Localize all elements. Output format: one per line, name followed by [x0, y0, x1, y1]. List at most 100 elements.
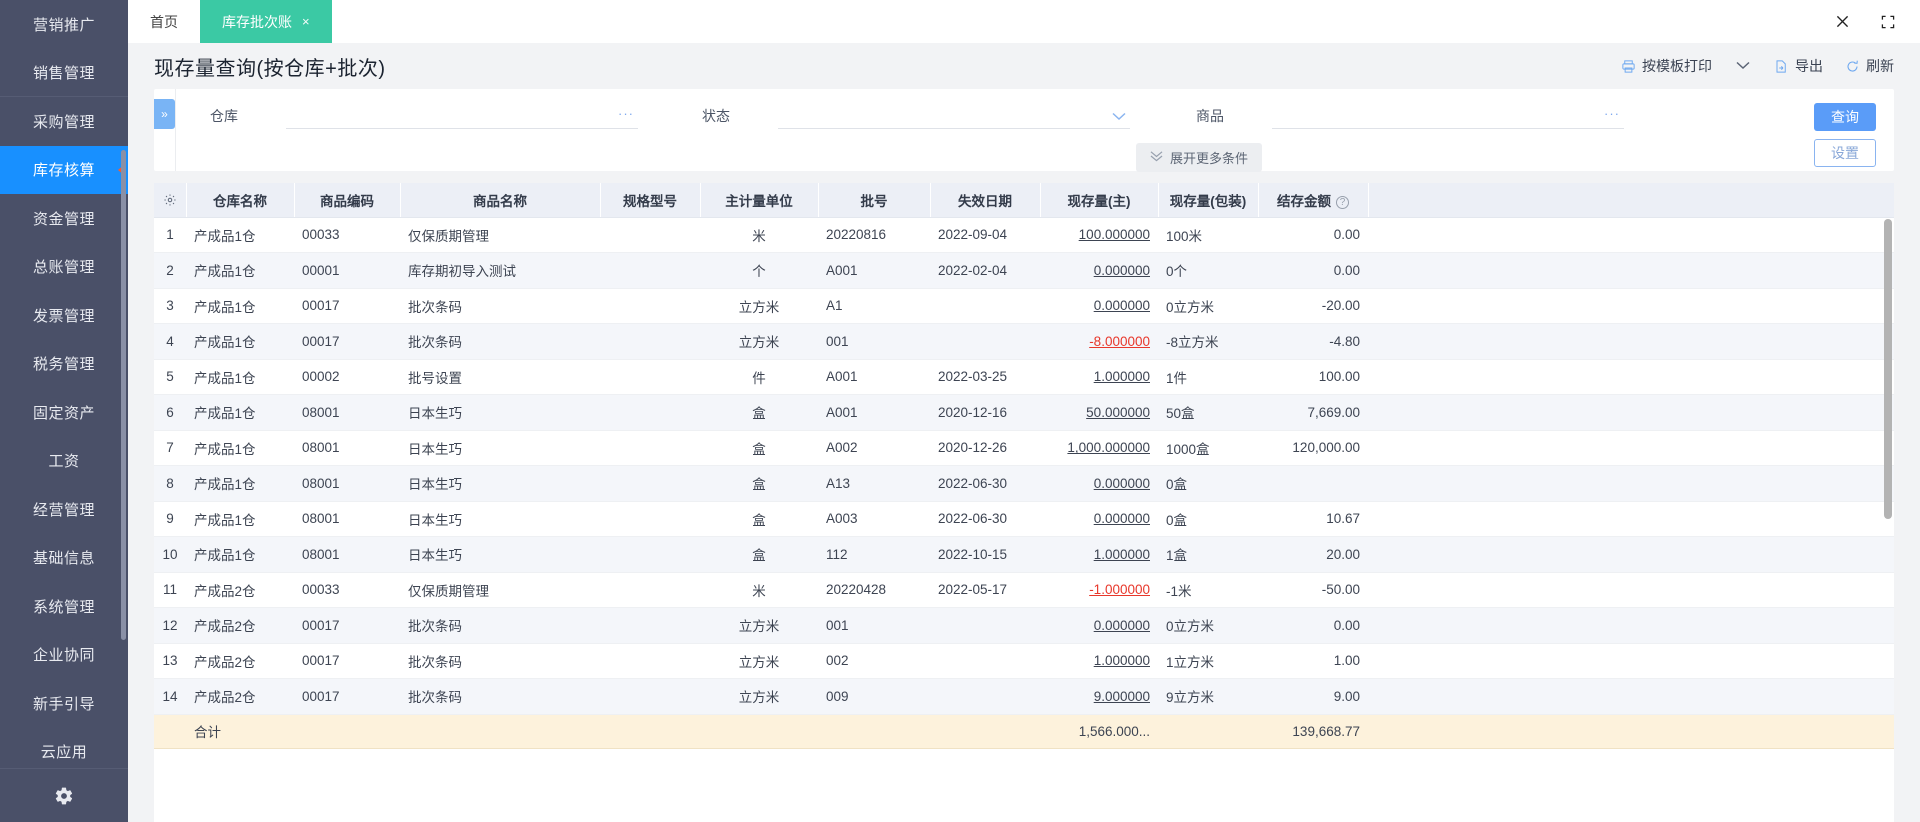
chevron-down-icon[interactable] — [1734, 59, 1752, 73]
tab-1[interactable]: 库存批次账 × — [200, 0, 332, 43]
status-select[interactable] — [778, 103, 1130, 129]
goods-more-icon[interactable]: ··· — [1604, 106, 1620, 121]
settings-button[interactable]: 设置 — [1814, 139, 1876, 167]
cell-warehouse: 产成品2仓 — [186, 572, 294, 608]
sidebar-item-4[interactable]: 资金管理 — [0, 194, 128, 243]
table-row[interactable]: 14 产成品2仓 00017 批次条码 立方米 009 9.000000 9立方米 9.00 — [154, 678, 1894, 715]
table-row[interactable]: 11 产成品2仓 00033 仅保质期管理 米 20220428 2022-05-17 -1.… — [154, 572, 1894, 608]
cell-row-index: 3 — [154, 288, 186, 324]
sidebar-scrollbar[interactable] — [121, 150, 126, 640]
main-area: 首页 库存批次账 × 现存量查询(按仓库+批次) — [128, 0, 1920, 822]
export-button[interactable]: 导出 — [1774, 56, 1823, 76]
table-vertical-scrollbar[interactable] — [1884, 219, 1892, 519]
table-row[interactable]: 9 产成品1仓 08001 日本生巧 盒 A003 2022-06-30 0.000000 0盒… — [154, 501, 1894, 537]
total-blank-code — [294, 714, 400, 749]
expand-more-conditions-button[interactable]: 展开更多条件 — [1136, 143, 1263, 172]
sidebar-menu-scroll[interactable]: 营销推广 销售管理采购管理库存核算 资金管理 总账管理 发票管理 税务管理 固定资产 工资 经营… — [0, 0, 128, 768]
cell-amount: 7,669.00 — [1258, 394, 1368, 431]
cell-expiry-date: 2022-06-30 — [930, 501, 1040, 537]
qty-main-link[interactable]: 0.000000 — [1093, 298, 1150, 314]
table-row[interactable]: 13 产成品2仓 00017 批次条码 立方米 002 1.000000 1立方米 1.00 — [154, 643, 1894, 679]
qty-main-link[interactable]: 0.000000 — [1093, 511, 1150, 527]
sidebar-item-12[interactable]: 系统管理 — [0, 582, 128, 631]
column-header-batch[interactable]: 批号 — [818, 183, 931, 218]
qty-main-link[interactable]: 50.000000 — [1086, 404, 1150, 420]
column-header-qty-main[interactable]: 现存量(主) — [1040, 183, 1159, 218]
print-template-button[interactable]: 按模板打印 — [1621, 56, 1712, 76]
column-header-spec[interactable]: 规格型号 — [600, 183, 701, 218]
sidebar-item-7[interactable]: 税务管理 — [0, 340, 128, 389]
qty-main-link[interactable]: -1.000000 — [1089, 582, 1150, 598]
column-header-warehouse[interactable]: 仓库名称 — [186, 183, 295, 218]
cell-qty-pack: 0盒 — [1158, 501, 1258, 537]
cell-warehouse: 产成品2仓 — [186, 643, 294, 679]
warehouse-input[interactable] — [286, 103, 638, 129]
column-header-unit[interactable]: 主计量单位 — [700, 183, 819, 218]
warehouse-more-icon[interactable]: ··· — [618, 106, 634, 121]
table-row[interactable]: 8 产成品1仓 08001 日本生巧 盒 A13 2022-06-30 0.000000 0盒 — [154, 465, 1894, 502]
sidebar-item-2[interactable]: 采购管理 — [0, 97, 128, 146]
sidebar-item-14[interactable]: 新手引导 — [0, 679, 128, 728]
tab-0[interactable]: 首页 — [128, 0, 200, 43]
cell-goods-code: 00017 — [294, 288, 400, 324]
collapse-filter-button[interactable]: » — [154, 99, 175, 129]
column-header-amount[interactable]: 结存金额? — [1258, 183, 1369, 218]
table-row[interactable]: 4 产成品1仓 00017 批次条码 立方米 001 -8.000000 -8立方米 -4.80 — [154, 323, 1894, 360]
qty-main-link[interactable]: 0.000000 — [1093, 617, 1150, 633]
qty-main-link[interactable]: 100.000000 — [1078, 227, 1150, 243]
cell-filler — [1368, 607, 1894, 644]
goods-input[interactable] — [1272, 103, 1624, 129]
sidebar-item-9[interactable]: 工资 — [0, 437, 128, 486]
cell-batch-no: A001 — [818, 359, 930, 395]
cell-unit: 盒 — [700, 536, 818, 573]
help-icon[interactable]: ? — [1336, 195, 1349, 209]
qty-main-link[interactable]: 0.000000 — [1093, 262, 1150, 278]
column-header-amount-label: 结存金额 — [1277, 193, 1331, 209]
sidebar-item-11[interactable]: 基础信息 — [0, 534, 128, 583]
column-settings-header[interactable] — [154, 183, 187, 218]
sidebar-item-3[interactable]: 库存核算 — [0, 145, 128, 194]
sidebar-item-0[interactable]: 营销推广 — [0, 0, 128, 49]
sidebar-item-5[interactable]: 总账管理 — [0, 243, 128, 292]
column-header-expiry[interactable]: 失效日期 — [930, 183, 1041, 218]
close-icon[interactable] — [1832, 12, 1852, 32]
table-row[interactable]: 3 产成品1仓 00017 批次条码 立方米 A1 0.000000 0立方米 -20.00 — [154, 288, 1894, 324]
sidebar-item-label: 采购管理 — [32, 113, 95, 131]
sidebar-item-6[interactable]: 发票管理 — [0, 291, 128, 340]
maximize-icon[interactable] — [1878, 12, 1898, 32]
table-row[interactable]: 12 产成品2仓 00017 批次条码 立方米 001 0.000000 0立方米 0.00 — [154, 607, 1894, 644]
cell-goods-code: 08001 — [294, 465, 400, 502]
qty-main-link[interactable]: 9.000000 — [1093, 688, 1150, 704]
table-row[interactable]: 1 产成品1仓 00033 仅保质期管理 米 20220816 2022-09-04 100.… — [154, 217, 1894, 253]
qty-main-link[interactable]: 1.000000 — [1093, 653, 1150, 669]
sidebar-item-13[interactable]: 企业协同 — [0, 631, 128, 680]
column-header-name[interactable]: 商品名称 — [400, 183, 601, 218]
table-row[interactable]: 5 产成品1仓 00002 批号设置 件 A001 2022-03-25 1.000000 1件… — [154, 359, 1894, 395]
refresh-button[interactable]: 刷新 — [1845, 56, 1894, 76]
chevron-down-icon[interactable] — [1112, 108, 1126, 126]
qty-main-link[interactable]: 1.000000 — [1093, 369, 1150, 385]
query-button[interactable]: 查询 — [1814, 103, 1876, 131]
table-row[interactable]: 10 产成品1仓 08001 日本生巧 盒 112 2022-10-15 1.000000 1盒… — [154, 536, 1894, 573]
qty-main-link[interactable]: 1.000000 — [1093, 546, 1150, 562]
table-head: 仓库名称 商品编码 商品名称 规格型号 主计量单位 批号 失效日期 现存量(主)… — [154, 183, 1894, 218]
sidebar-item-8[interactable]: 固定资产 — [0, 388, 128, 437]
qty-main-link[interactable]: 0.000000 — [1093, 475, 1150, 491]
sidebar-item-15[interactable]: 云应用 — [0, 728, 128, 769]
tab-close-icon[interactable]: × — [302, 14, 310, 29]
table-row[interactable]: 6 产成品1仓 08001 日本生巧 盒 A001 2020-12-16 50.000000 5… — [154, 394, 1894, 431]
qty-main-link[interactable]: 1,000.000000 — [1067, 440, 1150, 456]
column-header-code[interactable]: 商品编码 — [294, 183, 401, 218]
sidebar-item-1[interactable]: 销售管理 — [0, 49, 128, 98]
column-header-qty-pack[interactable]: 现存量(包装) — [1158, 183, 1259, 218]
cell-spec — [600, 359, 700, 395]
total-blank-pack — [1158, 714, 1258, 749]
table-row[interactable]: 7 产成品1仓 08001 日本生巧 盒 A002 2020-12-26 1,000.0000… — [154, 430, 1894, 466]
table-row[interactable]: 2 产成品1仓 00001 库存期初导入测试 个 A001 2022-02-04 0.0000… — [154, 252, 1894, 289]
cell-qty-main: 1.000000 — [1040, 643, 1158, 679]
gear-icon[interactable] — [54, 786, 74, 806]
sidebar-item-10[interactable]: 经营管理 — [0, 485, 128, 534]
column-settings-icon[interactable] — [163, 193, 177, 207]
qty-main-link[interactable]: -8.000000 — [1089, 333, 1150, 349]
cell-amount: 20.00 — [1258, 536, 1368, 573]
